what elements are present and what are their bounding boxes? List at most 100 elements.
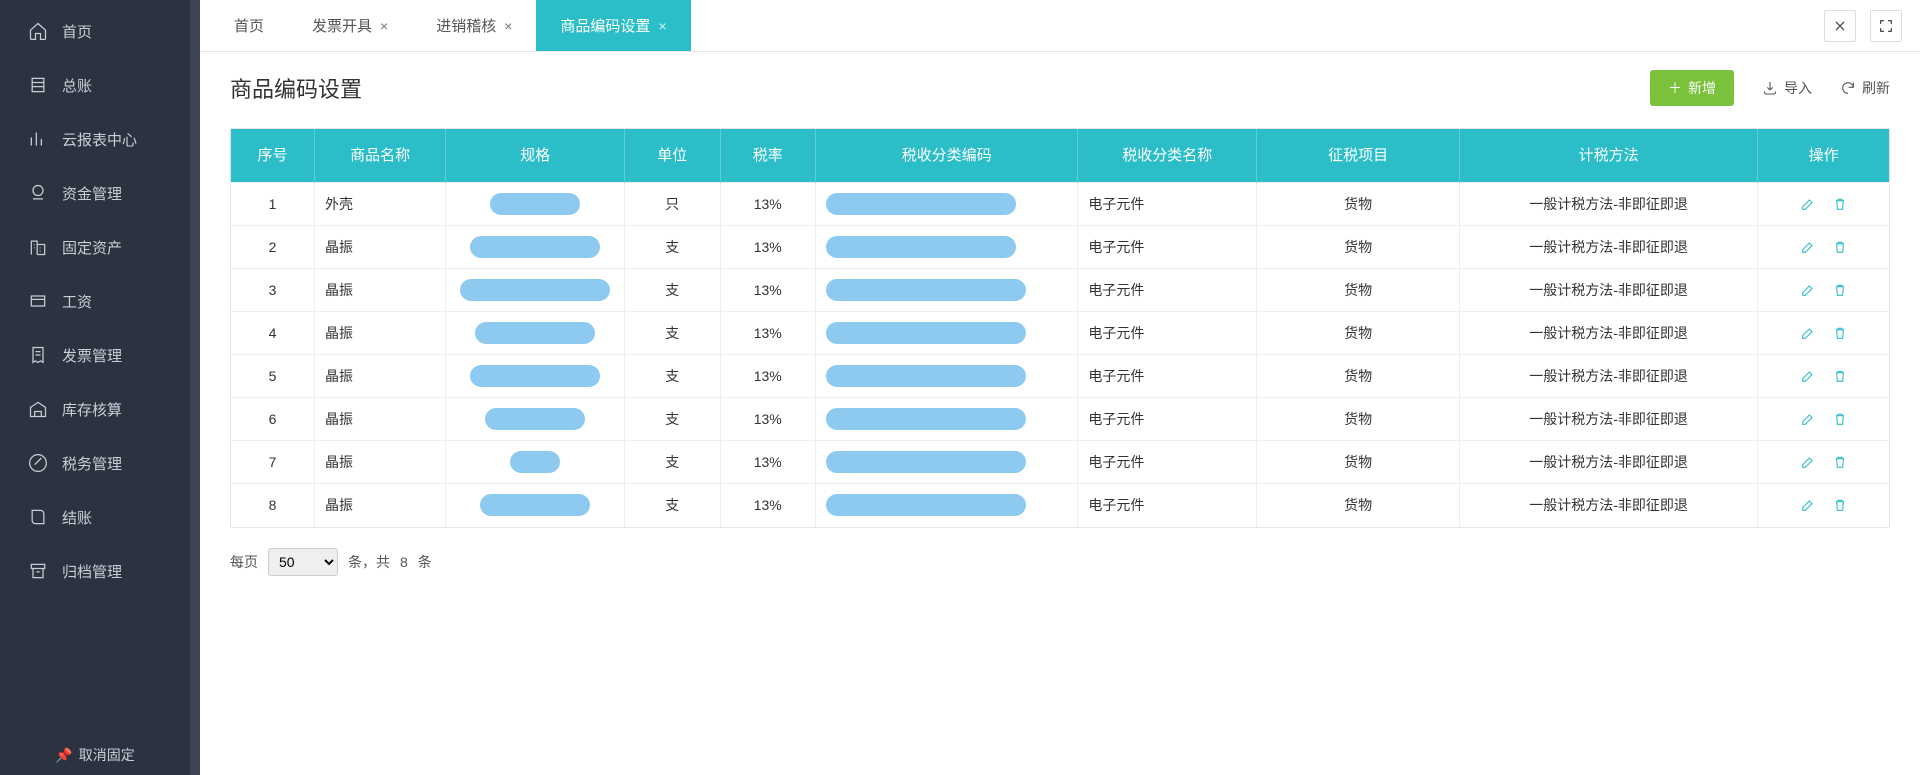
column-header: 单位 — [625, 129, 720, 183]
sidebar-item-archive[interactable]: 归档管理 — [0, 544, 190, 598]
table-row: 2晶振支13%电子元件货物一般计税方法-非即征即退 — [231, 226, 1889, 269]
cell-seq: 4 — [231, 312, 314, 355]
tab-3[interactable]: 商品编码设置× — [536, 0, 690, 51]
pager-total: 8 — [400, 554, 408, 570]
delete-icon[interactable] — [1832, 282, 1848, 298]
redacted-value — [826, 494, 1026, 516]
archive-icon — [28, 561, 48, 581]
cell-seq: 8 — [231, 484, 314, 527]
sidebar-item-tax[interactable]: 税务管理 — [0, 436, 190, 490]
cell-category: 电子元件 — [1078, 355, 1257, 398]
tab-label: 首页 — [234, 15, 264, 36]
cell-name: 晶振 — [314, 355, 445, 398]
sidebar-item-label: 税务管理 — [62, 453, 122, 474]
per-page-select[interactable]: 50 — [268, 548, 338, 576]
column-header: 征税项目 — [1257, 129, 1460, 183]
cell-method: 一般计税方法-非即征即退 — [1460, 441, 1758, 484]
edit-icon[interactable] — [1800, 239, 1816, 255]
sidebar: 首页总账云报表中心资金管理固定资产工资发票管理库存核算税务管理结账归档管理 📌 … — [0, 0, 190, 775]
delete-icon[interactable] — [1832, 325, 1848, 341]
sidebar-item-home[interactable]: 首页 — [0, 4, 190, 58]
cell-spec — [446, 355, 625, 398]
cell-project: 货物 — [1257, 441, 1460, 484]
redacted-value — [826, 365, 1026, 387]
edit-icon[interactable] — [1800, 282, 1816, 298]
redacted-value — [826, 408, 1026, 430]
tab-close-icon[interactable]: × — [504, 18, 512, 34]
cell-rate: 13% — [720, 355, 815, 398]
delete-icon[interactable] — [1832, 196, 1848, 212]
close-icon — [1832, 18, 1848, 34]
cell-code — [815, 441, 1077, 484]
cell-spec — [446, 441, 625, 484]
delete-icon[interactable] — [1832, 368, 1848, 384]
sidebar-item-label: 首页 — [62, 21, 92, 42]
edit-icon[interactable] — [1800, 497, 1816, 513]
table-row: 5晶振支13%电子元件货物一般计税方法-非即征即退 — [231, 355, 1889, 398]
cell-project: 货物 — [1257, 183, 1460, 226]
cell-rate: 13% — [720, 484, 815, 527]
sidebar-item-building[interactable]: 固定资产 — [0, 220, 190, 274]
redacted-value — [485, 408, 585, 430]
sidebar-scrollbar[interactable] — [190, 0, 200, 775]
edit-icon[interactable] — [1800, 325, 1816, 341]
home-icon — [28, 21, 48, 41]
delete-icon[interactable] — [1832, 454, 1848, 470]
cell-ops — [1758, 269, 1889, 312]
redacted-value — [826, 322, 1026, 344]
tab-2[interactable]: 进销稽核× — [412, 0, 536, 51]
refresh-button[interactable]: 刷新 — [1840, 78, 1890, 98]
cell-seq: 1 — [231, 183, 314, 226]
tabs-bar: 首页 发票开具×进销稽核×商品编码设置× — [200, 0, 1920, 52]
close-all-tabs-button[interactable] — [1824, 10, 1856, 42]
cell-name: 晶振 — [314, 269, 445, 312]
cell-method: 一般计税方法-非即征即退 — [1460, 269, 1758, 312]
sidebar-item-wage[interactable]: 工资 — [0, 274, 190, 328]
cell-seq: 7 — [231, 441, 314, 484]
main: 首页 发票开具×进销稽核×商品编码设置× 商品编码设置 ＋ 新增 — [200, 0, 1920, 775]
sidebar-item-close-book[interactable]: 结账 — [0, 490, 190, 544]
edit-icon[interactable] — [1800, 196, 1816, 212]
cell-spec — [446, 269, 625, 312]
import-button[interactable]: 导入 — [1762, 78, 1812, 98]
redacted-value — [826, 279, 1026, 301]
column-header: 序号 — [231, 129, 314, 183]
add-button[interactable]: ＋ 新增 — [1650, 70, 1734, 106]
tab-1[interactable]: 发票开具× — [288, 0, 412, 51]
cell-ops — [1758, 484, 1889, 527]
cell-seq: 2 — [231, 226, 314, 269]
sidebar-unpin[interactable]: 📌 取消固定 — [0, 735, 190, 775]
delete-icon[interactable] — [1832, 411, 1848, 427]
sidebar-item-invoice[interactable]: 发票管理 — [0, 328, 190, 382]
add-button-label: 新增 — [1688, 78, 1716, 98]
cell-ops — [1758, 441, 1889, 484]
table-row: 7晶振支13%电子元件货物一般计税方法-非即征即退 — [231, 441, 1889, 484]
page-title: 商品编码设置 — [230, 72, 362, 104]
cell-method: 一般计税方法-非即征即退 — [1460, 312, 1758, 355]
edit-icon[interactable] — [1800, 411, 1816, 427]
page-header: 商品编码设置 ＋ 新增 导入 刷新 — [230, 70, 1890, 106]
sidebar-item-label: 归档管理 — [62, 561, 122, 582]
sidebar-item-label: 库存核算 — [62, 399, 122, 420]
cell-project: 货物 — [1257, 484, 1460, 527]
edit-icon[interactable] — [1800, 368, 1816, 384]
cell-project: 货物 — [1257, 355, 1460, 398]
sidebar-item-ledger[interactable]: 总账 — [0, 58, 190, 112]
sidebar-item-warehouse[interactable]: 库存核算 — [0, 382, 190, 436]
column-header: 规格 — [446, 129, 625, 183]
cell-rate: 13% — [720, 441, 815, 484]
fullscreen-button[interactable] — [1870, 10, 1902, 42]
cell-method: 一般计税方法-非即征即退 — [1460, 398, 1758, 441]
delete-icon[interactable] — [1832, 497, 1848, 513]
sidebar-item-money[interactable]: 资金管理 — [0, 166, 190, 220]
sidebar-item-label: 发票管理 — [62, 345, 122, 366]
tab-close-icon[interactable]: × — [658, 18, 666, 34]
table-row: 4晶振支13%电子元件货物一般计税方法-非即征即退 — [231, 312, 1889, 355]
tab-close-icon[interactable]: × — [380, 18, 388, 34]
edit-icon[interactable] — [1800, 454, 1816, 470]
sidebar-item-chart[interactable]: 云报表中心 — [0, 112, 190, 166]
tab-0[interactable]: 首页 — [210, 0, 288, 51]
chart-icon — [28, 129, 48, 149]
redacted-value — [826, 236, 1016, 258]
delete-icon[interactable] — [1832, 239, 1848, 255]
